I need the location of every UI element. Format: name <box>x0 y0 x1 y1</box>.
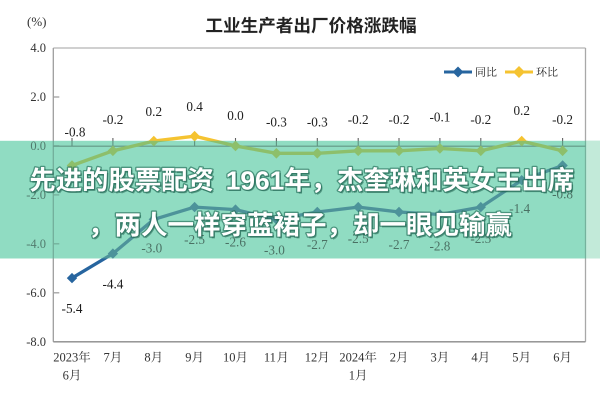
svg-text:11: 11 <box>264 351 276 365</box>
svg-text:2.0: 2.0 <box>30 90 46 104</box>
svg-text:12: 12 <box>305 351 318 365</box>
svg-text:-0.2: -0.2 <box>552 112 573 127</box>
svg-text:1961: 1961 <box>226 165 285 195</box>
svg-text:-0.2: -0.2 <box>102 112 123 127</box>
svg-text:6: 6 <box>63 369 69 383</box>
svg-text:2024: 2024 <box>339 351 365 365</box>
svg-text:5: 5 <box>512 351 518 365</box>
svg-text:(%): (%) <box>27 14 47 29</box>
svg-text:-0.3: -0.3 <box>266 114 287 129</box>
svg-text:-0.3: -0.3 <box>307 114 328 129</box>
svg-text:1: 1 <box>349 369 355 383</box>
svg-text:0.4: 0.4 <box>186 99 203 114</box>
svg-text:3: 3 <box>431 351 437 365</box>
svg-text:4.0: 4.0 <box>30 41 46 55</box>
svg-text:1961: 1961 <box>227 167 286 197</box>
svg-text:-0.2: -0.2 <box>389 112 410 127</box>
svg-text:-0.8: -0.8 <box>65 125 86 140</box>
svg-text:6: 6 <box>553 351 559 365</box>
svg-text:0.2: 0.2 <box>146 104 162 119</box>
svg-text:0.2: 0.2 <box>513 103 529 118</box>
svg-text:4: 4 <box>471 351 478 365</box>
svg-text:7: 7 <box>104 351 110 365</box>
svg-text:-5.4: -5.4 <box>62 301 83 316</box>
svg-text:9: 9 <box>185 351 191 365</box>
svg-text:10: 10 <box>223 351 236 365</box>
svg-text:2: 2 <box>390 351 396 365</box>
svg-text:8: 8 <box>144 351 150 365</box>
svg-text:-8.0: -8.0 <box>26 335 46 349</box>
svg-text:2023: 2023 <box>53 351 78 365</box>
svg-text:-0.2: -0.2 <box>348 112 369 127</box>
svg-text:-0.2: -0.2 <box>470 112 491 127</box>
svg-text:-6.0: -6.0 <box>26 286 46 300</box>
svg-text:-4.4: -4.4 <box>102 277 123 292</box>
svg-text:0.0: 0.0 <box>227 108 244 123</box>
svg-text:-0.1: -0.1 <box>429 109 450 124</box>
